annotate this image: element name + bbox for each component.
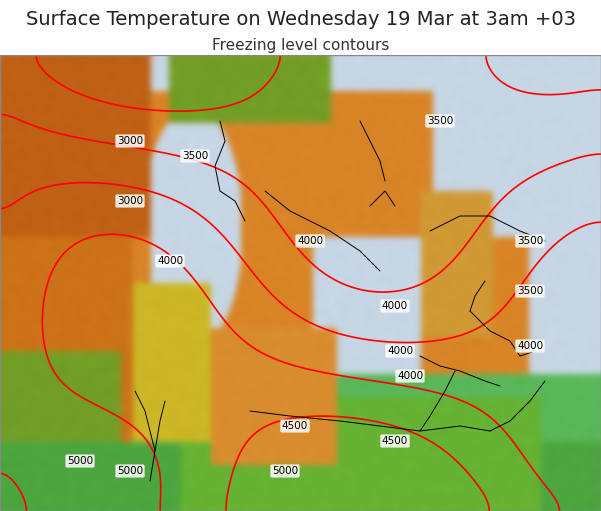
- Text: 4000: 4000: [387, 346, 413, 356]
- Text: 4000: 4000: [157, 256, 183, 266]
- Text: 3000: 3000: [117, 136, 143, 146]
- Text: 3000: 3000: [117, 196, 143, 206]
- Text: 4500: 4500: [282, 421, 308, 431]
- Text: Surface Temperature on Wednesday 19 Mar at 3am +03: Surface Temperature on Wednesday 19 Mar …: [25, 10, 576, 29]
- Text: Freezing level contours: Freezing level contours: [212, 38, 389, 53]
- Text: 4000: 4000: [297, 236, 323, 246]
- Text: 4000: 4000: [382, 301, 408, 311]
- Text: 3500: 3500: [517, 286, 543, 296]
- Text: 3500: 3500: [427, 116, 453, 126]
- Text: 5000: 5000: [272, 466, 298, 476]
- Text: 4000: 4000: [517, 341, 543, 351]
- Text: 3500: 3500: [182, 151, 208, 161]
- Text: 5000: 5000: [67, 456, 93, 466]
- Text: 4500: 4500: [382, 436, 408, 446]
- Text: 4000: 4000: [397, 371, 423, 381]
- Text: 5000: 5000: [117, 466, 143, 476]
- Text: 3500: 3500: [517, 236, 543, 246]
